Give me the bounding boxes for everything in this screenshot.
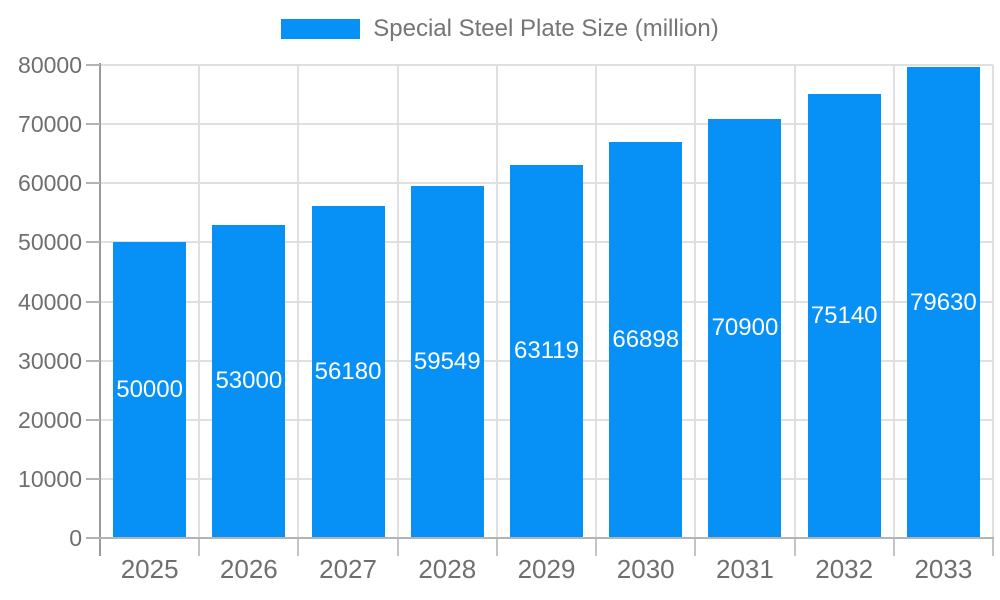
vertical-gridline: [198, 65, 201, 538]
bar[interactable]: 50000: [113, 242, 187, 538]
y-axis-tick-label: 50000: [18, 229, 82, 256]
horizontal-gridline: [100, 123, 993, 126]
y-axis-tick: [86, 537, 100, 539]
vertical-gridline: [495, 65, 498, 538]
y-axis-tick: [86, 359, 100, 362]
horizontal-gridline: [100, 64, 993, 66]
vertical-gridline: [297, 65, 300, 538]
y-axis-tick-label: 70000: [18, 111, 82, 138]
legend-label: Special Steel Plate Size (million): [373, 15, 719, 42]
x-axis-tick: [694, 539, 697, 556]
y-axis-tick-label: 10000: [18, 465, 82, 492]
x-axis-category-label: 2025: [120, 554, 179, 584]
y-axis-tick-label: 20000: [18, 406, 82, 433]
y-axis-tick-label: 40000: [18, 288, 82, 315]
y-axis-tick-label: 30000: [18, 347, 82, 374]
x-axis-category-label: 2029: [517, 554, 576, 584]
legend[interactable]: Special Steel Plate Size (million): [0, 15, 1000, 43]
bar[interactable]: 66898: [609, 142, 683, 538]
vertical-gridline: [793, 65, 796, 538]
vertical-gridline: [396, 65, 399, 538]
x-axis-tick: [396, 539, 399, 556]
x-axis-category-label: 2030: [616, 554, 675, 584]
plot-area: 50000 53000 56180 59549 63119 66898 70900 75140…: [100, 64, 994, 538]
bar-value-label: 63119: [514, 337, 579, 365]
legend-swatch-icon: [281, 19, 361, 39]
x-axis-tick: [297, 539, 300, 556]
x-axis-tick: [495, 539, 498, 556]
vertical-gridline: [892, 65, 895, 538]
x-axis-category-label: 2027: [319, 554, 377, 584]
y-axis-tick: [86, 182, 100, 185]
bar[interactable]: 70900: [708, 118, 782, 538]
x-axis-tick: [595, 539, 598, 556]
bar[interactable]: 75140: [807, 93, 881, 538]
y-axis-tick: [86, 64, 100, 66]
x-axis-tick: [793, 539, 796, 556]
x-axis-tick: [892, 539, 895, 556]
y-axis-tick: [86, 300, 100, 303]
bar-value-label: 79630: [910, 288, 977, 316]
vertical-gridline: [992, 65, 994, 538]
x-axis-tick: [992, 539, 994, 556]
y-axis-tick: [86, 477, 100, 480]
y-axis-tick-label: 0: [69, 525, 82, 551]
bar[interactable]: 79630: [906, 67, 980, 538]
bar-value-label: 70900: [711, 314, 779, 342]
x-axis-category-label: 2028: [418, 554, 477, 584]
bar-value-label: 56180: [314, 357, 382, 385]
x-axis-tick: [198, 539, 201, 556]
x-axis-category-label: 2031: [716, 554, 774, 584]
y-axis-tick: [86, 241, 100, 244]
bar[interactable]: 53000: [212, 224, 286, 538]
y-axis-tick: [86, 123, 100, 126]
bar[interactable]: 56180: [311, 205, 385, 538]
bar[interactable]: 63119: [510, 164, 583, 538]
x-axis-line: [99, 537, 994, 539]
bar-value-label: 66898: [612, 326, 680, 354]
vertical-gridline: [595, 65, 598, 538]
bar-value-label: 75140: [810, 301, 878, 329]
x-axis-category-label: 2033: [914, 554, 973, 584]
bar-value-label: 59549: [413, 347, 481, 375]
x-axis-category-label: 2032: [815, 554, 874, 584]
y-axis-tick: [86, 418, 100, 421]
y-axis-tick-label: 60000: [18, 170, 82, 197]
bar-value-label: 50000: [116, 376, 183, 404]
bar[interactable]: 59549: [410, 185, 484, 538]
bar-value-label: 53000: [215, 367, 283, 395]
y-axis-tick-label: 80000: [18, 52, 82, 78]
y-axis-line: [99, 63, 101, 556]
x-axis-category-label: 2026: [219, 554, 278, 584]
vertical-gridline: [694, 65, 697, 538]
